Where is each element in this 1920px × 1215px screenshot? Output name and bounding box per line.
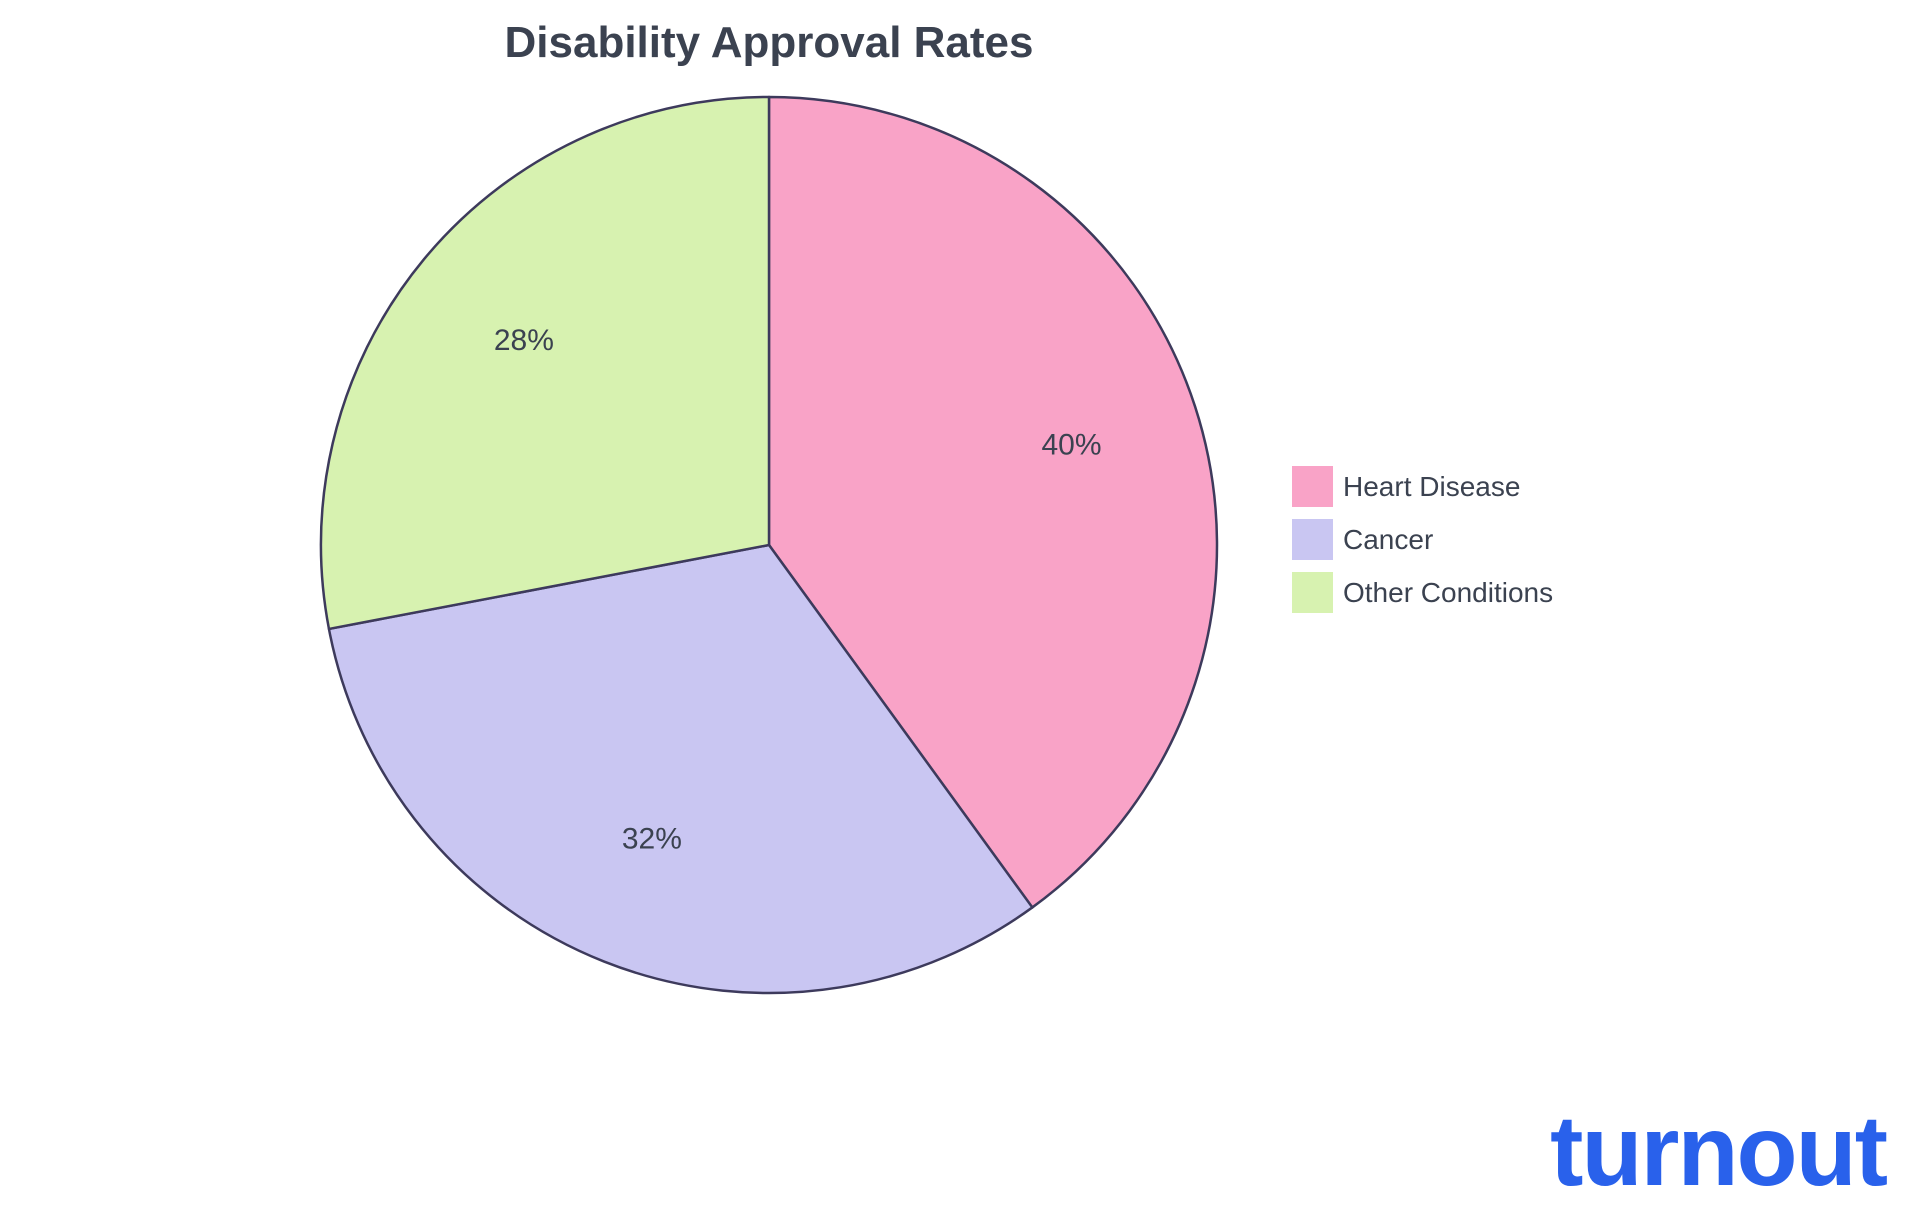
legend-swatch [1292,519,1333,560]
legend-label: Heart Disease [1343,470,1521,502]
pie-slice-other-conditions [319,95,771,631]
slice-value-label-heart-disease: 40% [1041,429,1101,462]
pie-slice-heart-disease [767,95,1219,909]
pie-slice-cancer [327,543,1034,995]
legend-label: Cancer [1343,523,1434,555]
legend-swatch [1292,572,1333,613]
legend-item-cancer: Cancer [1292,519,1553,560]
legend-item-other-conditions: Other Conditions [1292,572,1553,613]
chart-title: Disability Approval Rates [504,18,1034,67]
legend-item-heart-disease: Heart Disease [1292,466,1553,507]
legend: Heart Disease Cancer Other Conditions [1292,466,1553,613]
legend-label: Other Conditions [1343,576,1554,608]
brand-logo: turnout [1550,1095,1888,1207]
slice-value-label-cancer: 32% [622,823,682,856]
legend-swatch [1292,466,1333,507]
slice-value-label-other-conditions: 28% [494,324,554,357]
